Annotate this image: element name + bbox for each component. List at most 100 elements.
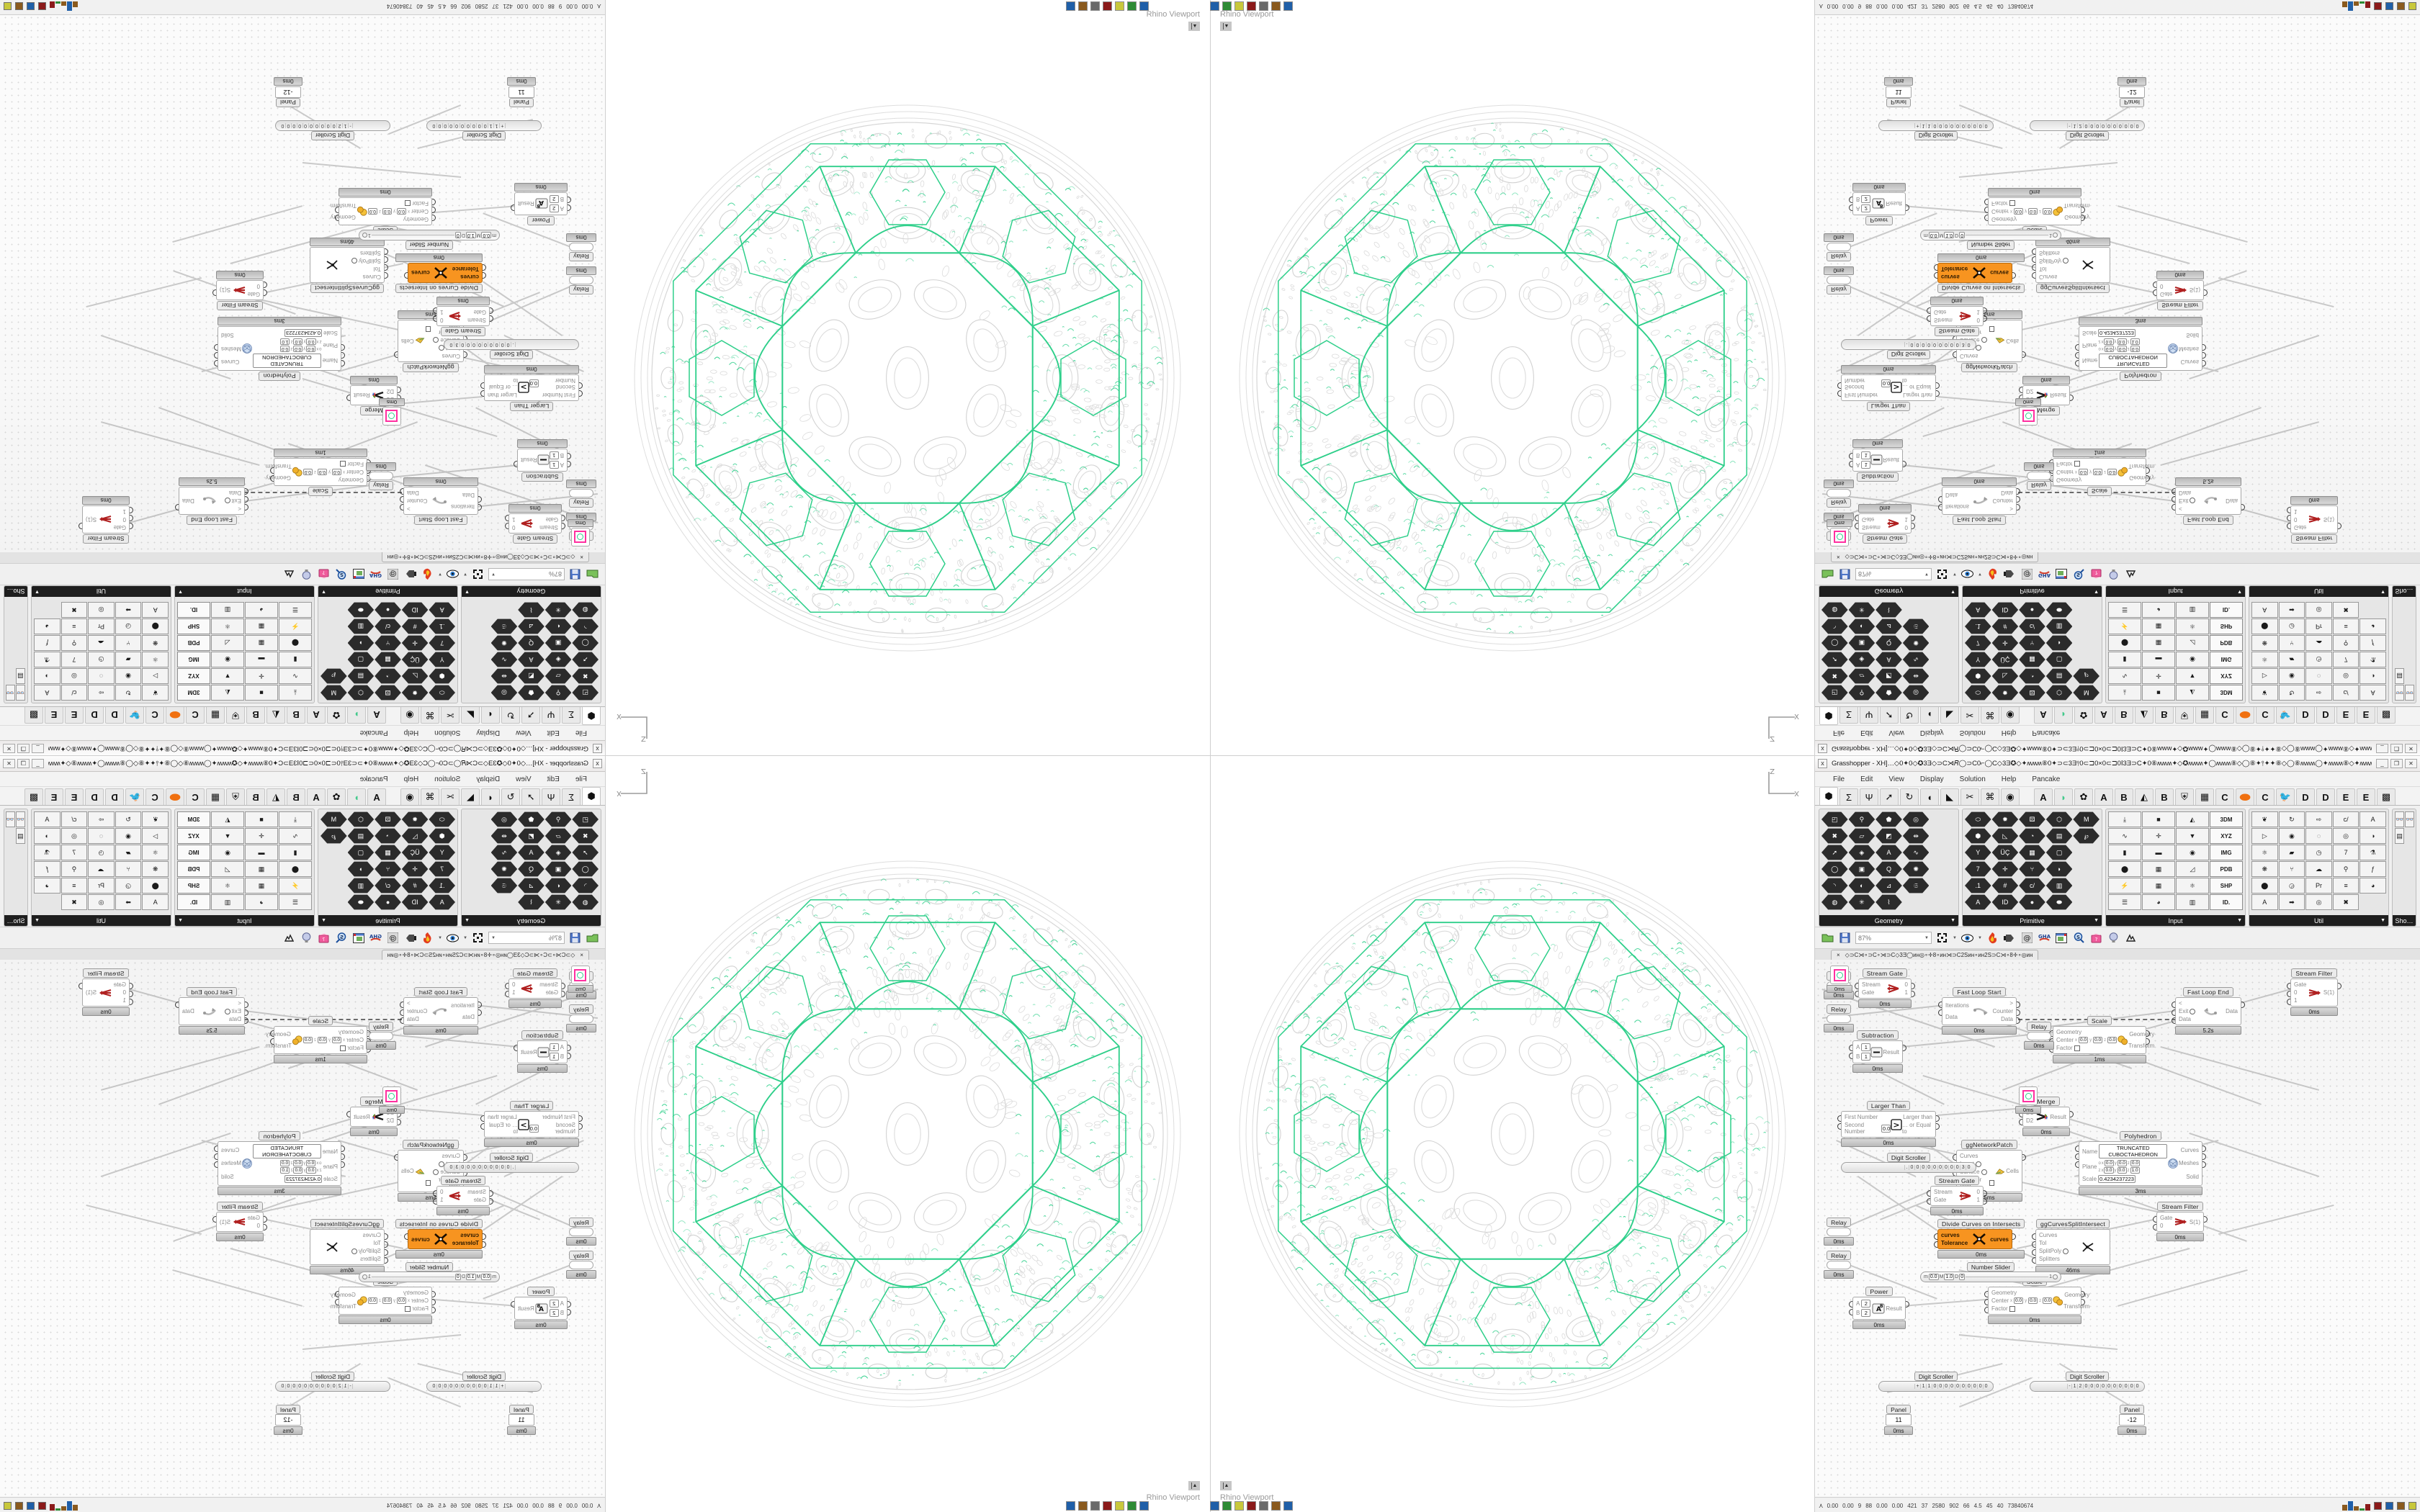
output-port[interactable] bbox=[212, 1216, 216, 1223]
scroller-digit[interactable]: 0 bbox=[286, 1384, 292, 1389]
definition-canvas[interactable]: Stream Gate Stream Gate 0 1 0ms Fast Loop Star… bbox=[1815, 15, 2420, 552]
scroller-digits[interactable]: .00000000030 bbox=[1841, 1162, 1976, 1173]
slider-digits-field[interactable]: 0 bbox=[1959, 1274, 1965, 1280]
oval-icon[interactable]: ⬭ bbox=[429, 811, 455, 827]
scroller-digit[interactable]: 3 bbox=[1960, 1165, 1966, 1170]
component-divide-curves-on-intersects[interactable]: Divide Curves on Intersects curves Toleran… bbox=[1937, 1219, 2025, 1259]
component-nickname[interactable]: ggNetworkPatch bbox=[1961, 1140, 2017, 1149]
output-param-label[interactable]: curves bbox=[411, 270, 430, 276]
photo-icon[interactable]: ▤ bbox=[348, 668, 375, 684]
relay-body[interactable] bbox=[569, 1228, 593, 1236]
output-param-label[interactable]: 0 bbox=[512, 981, 515, 988]
colour-swatch-node[interactable]: 0ms bbox=[568, 966, 593, 993]
box-icon[interactable]: ◰ bbox=[572, 811, 599, 827]
panel-tab-geometry[interactable]: Geometry ▼ bbox=[462, 586, 601, 597]
slash-list-icon[interactable]: c/ bbox=[2333, 685, 2360, 701]
component-stream-gate[interactable]: Stream Gate Stream Gate 0 1 0ms bbox=[1858, 968, 1912, 1008]
shade-icon[interactable]: ◐ bbox=[545, 618, 572, 634]
input-port[interactable] bbox=[2287, 999, 2290, 1005]
ribbon-mesh-tab[interactable]: ◣ bbox=[1940, 707, 1959, 724]
calendar-icon[interactable]: ▦ bbox=[245, 878, 278, 894]
component-body[interactable]: Curves Tol SplitPoly Splitters bbox=[310, 1229, 385, 1265]
component-subtraction[interactable]: Subtraction A 1 B 1 Result 0ms bbox=[517, 439, 568, 482]
flag-icon[interactable]: ⊿ bbox=[518, 878, 544, 894]
document-tab-close[interactable]: × bbox=[580, 554, 583, 561]
scroller-digits[interactable]: +1 1 0 0 0 0 0 0 0 0 0 0 bbox=[426, 120, 542, 131]
scroller-digit[interactable]: 0 bbox=[292, 1384, 297, 1389]
output-port[interactable] bbox=[2070, 1111, 2074, 1117]
scroller-nickname[interactable]: Digit Scroller bbox=[1887, 350, 1930, 359]
arrow-right-icon[interactable]: ⇨ bbox=[2305, 685, 2332, 701]
input-param[interactable]: Second Number 0.0 bbox=[1845, 1122, 1891, 1135]
input-port[interactable] bbox=[483, 1241, 486, 1248]
component-body[interactable]: curves Tolerance curves bbox=[1937, 1229, 2012, 1249]
flask-icon[interactable]: ⚗ bbox=[2360, 845, 2386, 860]
input-port[interactable] bbox=[579, 382, 583, 389]
save-file-icon[interactable] bbox=[1838, 931, 1852, 945]
ribbon-grid-tab[interactable]: ▦ bbox=[2195, 788, 2214, 805]
center-y-field[interactable]: 0.0 bbox=[2093, 1037, 2102, 1043]
seven-icon[interactable]: 7 bbox=[61, 652, 88, 667]
relay-node[interactable]: Relay0ms bbox=[366, 462, 396, 490]
output-param-label[interactable]: Solid bbox=[2186, 332, 2199, 338]
output-param-label[interactable]: Geometry bbox=[2129, 474, 2154, 481]
scroller-digit[interactable]: 0 bbox=[2100, 1384, 2106, 1389]
ribbon-addon-c-tab[interactable]: C bbox=[186, 707, 205, 724]
ribbon-curve-tab[interactable]: ↻ bbox=[1900, 788, 1919, 805]
wave-icon[interactable]: ∿ bbox=[491, 652, 518, 667]
input-param[interactable]: Data bbox=[2179, 1016, 2191, 1022]
input-param[interactable]: Curves bbox=[363, 274, 381, 280]
boolean-toggle[interactable] bbox=[351, 258, 357, 264]
input-param[interactable]: Data bbox=[462, 1014, 475, 1020]
slash-list-icon[interactable]: c/ bbox=[61, 685, 88, 701]
panel-node[interactable]: Panel 11 0ms bbox=[1884, 1405, 1913, 1435]
input-param[interactable]: B1 bbox=[1856, 1053, 1870, 1061]
value-field[interactable]: 2 bbox=[1861, 204, 1870, 212]
scroller-nickname[interactable]: Digit Scroller bbox=[311, 131, 354, 140]
forest-icon[interactable]: ❋ bbox=[2251, 861, 2278, 877]
input-port[interactable] bbox=[1934, 272, 1937, 279]
ribbon-addon-b2-tab[interactable]: B bbox=[246, 707, 265, 724]
knot-icon[interactable]: ℘ bbox=[321, 828, 347, 844]
scroller-digit[interactable]: 0 bbox=[1937, 342, 1943, 347]
output-param-label[interactable]: Counter bbox=[1993, 1008, 2013, 1014]
component-nickname[interactable]: Power bbox=[1865, 1287, 1892, 1296]
input-port[interactable] bbox=[130, 983, 133, 989]
axis-icon[interactable]: ✛ bbox=[245, 668, 278, 684]
component-body[interactable]: Name TRUNCATED CUBOCTAHEDRON Plane o x 0.0 y 0.… bbox=[218, 326, 341, 371]
slider-min-field[interactable]: 0.0 bbox=[1929, 1274, 1939, 1280]
input-param[interactable]: Iterations bbox=[451, 1002, 475, 1009]
save-file-icon[interactable] bbox=[1838, 567, 1852, 581]
scroller-digit[interactable]: 1 bbox=[343, 123, 349, 128]
input-port[interactable] bbox=[2172, 496, 2175, 503]
ribbon-tree-tab[interactable]: ✿ bbox=[327, 707, 346, 724]
mesh-icon[interactable]: ⬢ bbox=[1965, 828, 1991, 844]
hex-icon[interactable]: ⬡ bbox=[2046, 811, 2073, 827]
ribbon-blob-tab[interactable]: ⬬ bbox=[166, 788, 184, 805]
output-param-label[interactable]: Larger than bbox=[1903, 1114, 1932, 1120]
ribbon-addon-c2-tab[interactable]: C bbox=[145, 788, 164, 805]
input-port[interactable] bbox=[264, 1224, 267, 1230]
viewport-cell-top-right[interactable]: XZ Rhino Viewport ▼ bbox=[1210, 0, 1815, 756]
output-port[interactable] bbox=[2202, 1153, 2206, 1160]
scroller-digits[interactable]: .00000000030 bbox=[444, 1162, 579, 1173]
component-scale[interactable]: ScaleGeometryCenterx0.0y0.0z0.0FactorGeo… bbox=[1988, 188, 2081, 235]
record-icon[interactable]: ◉ bbox=[2279, 668, 2305, 684]
scroller-digit[interactable]: 1 bbox=[1920, 1384, 1926, 1389]
chevron-down-icon[interactable]: ▼ bbox=[465, 918, 470, 923]
ribbon-vector-tab[interactable]: ➚ bbox=[1880, 707, 1899, 724]
component-nickname[interactable]: Polyhedron bbox=[259, 1131, 300, 1140]
play-icon[interactable]: ▷ bbox=[2251, 668, 2278, 684]
hook-icon[interactable]: ⌇ bbox=[518, 602, 544, 618]
panel-tab-primitive[interactable]: Primitive ▼ bbox=[1963, 586, 2102, 597]
component-nickname[interactable]: Polyhedron bbox=[259, 372, 300, 381]
panel-tab-input[interactable]: Input ▼ bbox=[175, 586, 314, 597]
input-param[interactable]: First Number bbox=[542, 1114, 575, 1120]
rows-icon[interactable]: ☰ bbox=[2108, 602, 2141, 618]
viewport-cell-top-left[interactable]: XZ Rhino Viewport ▼ bbox=[605, 0, 1210, 756]
ribbon-addon-d-tab[interactable]: D bbox=[105, 788, 124, 805]
scroller-digit[interactable]: 0 bbox=[1937, 1165, 1943, 1170]
input-port[interactable] bbox=[2032, 264, 2035, 271]
input-param[interactable]: Splitters bbox=[2039, 1256, 2060, 1262]
scale-field[interactable]: 0.4234237223 bbox=[284, 329, 322, 337]
